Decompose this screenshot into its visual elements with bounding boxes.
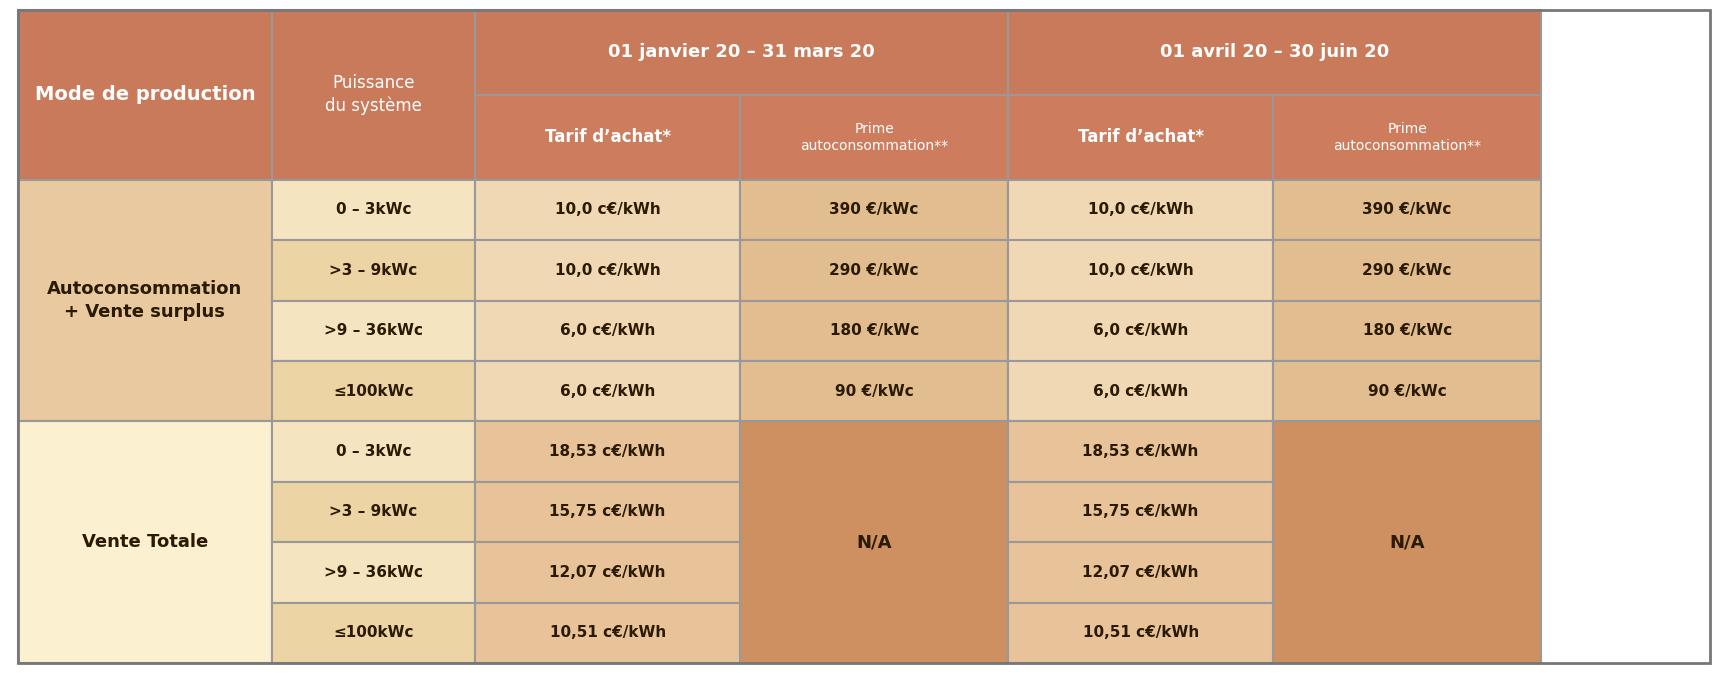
Bar bbox=[17, 180, 271, 421]
Text: 180 €/kWc: 180 €/kWc bbox=[1362, 323, 1452, 339]
Bar bbox=[271, 421, 475, 482]
Bar bbox=[271, 482, 475, 542]
Bar bbox=[271, 301, 475, 361]
Bar bbox=[1274, 180, 1541, 240]
Text: 6,0 c€/kWh: 6,0 c€/kWh bbox=[1092, 323, 1189, 339]
Bar bbox=[271, 602, 475, 663]
Bar bbox=[475, 10, 1007, 95]
Bar bbox=[1007, 482, 1274, 542]
Text: 10,0 c€/kWh: 10,0 c€/kWh bbox=[1087, 263, 1194, 278]
Bar bbox=[1274, 240, 1541, 301]
Bar bbox=[475, 361, 741, 421]
Bar bbox=[1274, 361, 1541, 421]
Text: 90 €/kWc: 90 €/kWc bbox=[835, 384, 914, 398]
Bar bbox=[17, 421, 271, 663]
Bar bbox=[1007, 361, 1274, 421]
Text: N/A: N/A bbox=[857, 533, 892, 551]
Bar bbox=[271, 240, 475, 301]
Text: 390 €/kWc: 390 €/kWc bbox=[829, 203, 919, 217]
Bar bbox=[1007, 421, 1274, 482]
Bar bbox=[1007, 95, 1274, 180]
Text: >9 – 36kWc: >9 – 36kWc bbox=[323, 323, 423, 339]
Text: 0 – 3kWc: 0 – 3kWc bbox=[335, 444, 411, 459]
Bar bbox=[271, 180, 475, 240]
Bar bbox=[1007, 301, 1274, 361]
Text: 15,75 c€/kWh: 15,75 c€/kWh bbox=[1082, 505, 1199, 520]
Bar bbox=[1007, 542, 1274, 602]
Bar bbox=[741, 240, 1007, 301]
Text: >9 – 36kWc: >9 – 36kWc bbox=[323, 565, 423, 580]
Text: ≤100kWc: ≤100kWc bbox=[334, 625, 413, 640]
Text: 6,0 c€/kWh: 6,0 c€/kWh bbox=[1092, 384, 1189, 398]
Text: 10,0 c€/kWh: 10,0 c€/kWh bbox=[1087, 203, 1194, 217]
Text: 390 €/kWc: 390 €/kWc bbox=[1362, 203, 1452, 217]
Text: Tarif d’achat*: Tarif d’achat* bbox=[1078, 129, 1204, 146]
Text: 90 €/kWc: 90 €/kWc bbox=[1369, 384, 1446, 398]
Text: Mode de production: Mode de production bbox=[35, 85, 256, 104]
Text: 10,0 c€/kWh: 10,0 c€/kWh bbox=[555, 203, 660, 217]
Bar bbox=[475, 95, 741, 180]
Text: Autoconsommation
+ Vente surplus: Autoconsommation + Vente surplus bbox=[47, 281, 242, 321]
Text: >3 – 9kWc: >3 – 9kWc bbox=[330, 505, 418, 520]
Bar bbox=[1274, 421, 1541, 663]
Bar bbox=[741, 95, 1007, 180]
Text: 6,0 c€/kWh: 6,0 c€/kWh bbox=[560, 323, 655, 339]
Text: Vente Totale: Vente Totale bbox=[81, 533, 207, 551]
Bar bbox=[271, 542, 475, 602]
Text: 6,0 c€/kWh: 6,0 c€/kWh bbox=[560, 384, 655, 398]
Text: Puissance
du système: Puissance du système bbox=[325, 75, 422, 115]
Text: 10,0 c€/kWh: 10,0 c€/kWh bbox=[555, 263, 660, 278]
Text: ≤100kWc: ≤100kWc bbox=[334, 384, 413, 398]
Text: 01 avril 20 – 30 juin 20: 01 avril 20 – 30 juin 20 bbox=[1159, 44, 1389, 61]
Bar bbox=[475, 542, 741, 602]
Bar bbox=[1007, 240, 1274, 301]
Text: 10,51 c€/kWh: 10,51 c€/kWh bbox=[550, 625, 665, 640]
Bar bbox=[741, 180, 1007, 240]
Text: 180 €/kWc: 180 €/kWc bbox=[829, 323, 919, 339]
Bar bbox=[1007, 10, 1541, 95]
Text: 10,51 c€/kWh: 10,51 c€/kWh bbox=[1082, 625, 1199, 640]
Bar bbox=[475, 421, 741, 482]
Bar bbox=[1274, 95, 1541, 180]
Text: N/A: N/A bbox=[1389, 533, 1426, 551]
Bar bbox=[1274, 301, 1541, 361]
Bar bbox=[475, 301, 741, 361]
Text: Prime
autoconsommation**: Prime autoconsommation** bbox=[800, 122, 949, 153]
Text: 290 €/kWc: 290 €/kWc bbox=[1362, 263, 1452, 278]
Bar bbox=[1007, 602, 1274, 663]
Bar bbox=[271, 10, 475, 180]
Bar bbox=[1007, 180, 1274, 240]
Bar bbox=[17, 10, 271, 180]
Text: 18,53 c€/kWh: 18,53 c€/kWh bbox=[1082, 444, 1199, 459]
Bar bbox=[271, 361, 475, 421]
Text: 01 janvier 20 – 31 mars 20: 01 janvier 20 – 31 mars 20 bbox=[608, 44, 874, 61]
Text: 12,07 c€/kWh: 12,07 c€/kWh bbox=[550, 565, 665, 580]
Text: 12,07 c€/kWh: 12,07 c€/kWh bbox=[1082, 565, 1199, 580]
Text: 290 €/kWc: 290 €/kWc bbox=[829, 263, 919, 278]
Bar bbox=[741, 361, 1007, 421]
Text: 15,75 c€/kWh: 15,75 c€/kWh bbox=[550, 505, 665, 520]
Bar bbox=[741, 421, 1007, 663]
Text: 0 – 3kWc: 0 – 3kWc bbox=[335, 203, 411, 217]
Text: Tarif d’achat*: Tarif d’achat* bbox=[544, 129, 670, 146]
Text: Prime
autoconsommation**: Prime autoconsommation** bbox=[1332, 122, 1481, 153]
Text: 18,53 c€/kWh: 18,53 c€/kWh bbox=[550, 444, 665, 459]
Text: >3 – 9kWc: >3 – 9kWc bbox=[330, 263, 418, 278]
Bar bbox=[475, 240, 741, 301]
Bar bbox=[475, 482, 741, 542]
Bar bbox=[475, 180, 741, 240]
Bar bbox=[475, 602, 741, 663]
Bar bbox=[741, 301, 1007, 361]
